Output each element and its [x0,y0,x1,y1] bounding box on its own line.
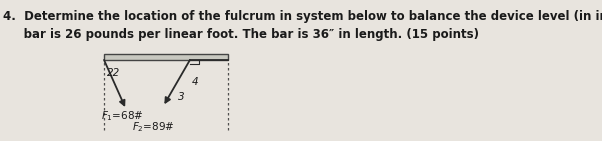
Text: 3: 3 [178,92,184,102]
Bar [104,54,228,60]
Text: 4.  Determine the location of the fulcrum in system below to balance the device : 4. Determine the location of the fulcrum… [3,10,602,23]
Text: $F_1$=68#: $F_1$=68# [101,109,143,123]
Text: $F_2$=89#: $F_2$=89# [132,120,175,134]
Text: 22: 22 [107,68,120,78]
Text: bar is 26 pounds per linear foot. The bar is 36″ in length. (15 points): bar is 26 pounds per linear foot. The ba… [3,28,479,41]
Text: 4: 4 [191,77,198,87]
